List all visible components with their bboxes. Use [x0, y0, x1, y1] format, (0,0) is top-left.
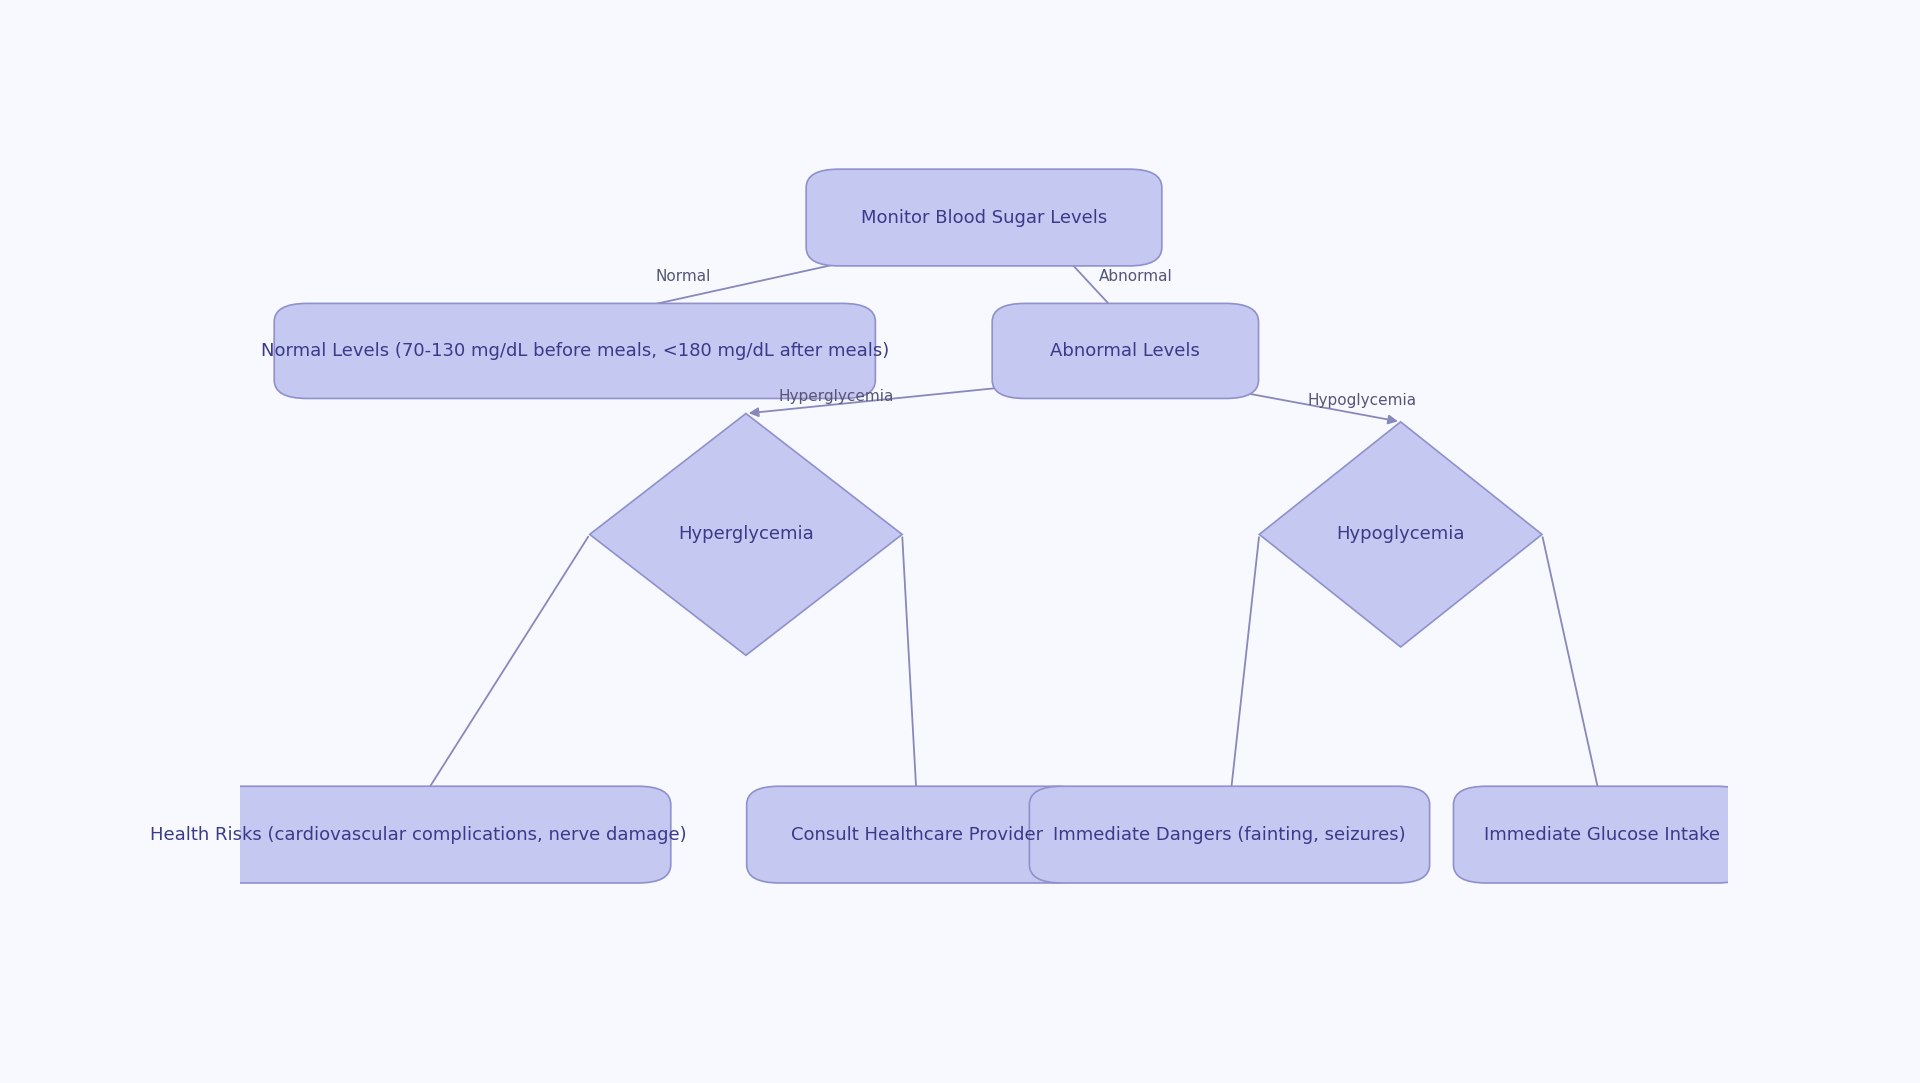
- Text: Abnormal: Abnormal: [1098, 269, 1173, 284]
- Text: Health Risks (cardiovascular complications, nerve damage): Health Risks (cardiovascular complicatio…: [150, 825, 687, 844]
- FancyBboxPatch shape: [1029, 786, 1430, 883]
- FancyBboxPatch shape: [747, 786, 1087, 883]
- Text: Immediate Dangers (fainting, seizures): Immediate Dangers (fainting, seizures): [1054, 825, 1405, 844]
- FancyBboxPatch shape: [275, 303, 876, 399]
- Text: Immediate Glucose Intake: Immediate Glucose Intake: [1484, 825, 1720, 844]
- Text: Normal: Normal: [657, 269, 710, 284]
- FancyBboxPatch shape: [167, 786, 670, 883]
- Text: Hyperglycemia: Hyperglycemia: [678, 525, 814, 544]
- Polygon shape: [589, 414, 902, 655]
- FancyBboxPatch shape: [1453, 786, 1749, 883]
- FancyBboxPatch shape: [806, 169, 1162, 266]
- Text: Normal Levels (70-130 mg/dL before meals, <180 mg/dL after meals): Normal Levels (70-130 mg/dL before meals…: [261, 342, 889, 360]
- Text: Hypoglycemia: Hypoglycemia: [1336, 525, 1465, 544]
- Text: Hypoglycemia: Hypoglycemia: [1308, 393, 1417, 408]
- Text: Abnormal Levels: Abnormal Levels: [1050, 342, 1200, 360]
- Polygon shape: [1260, 421, 1542, 647]
- FancyBboxPatch shape: [993, 303, 1258, 399]
- Text: Monitor Blood Sugar Levels: Monitor Blood Sugar Levels: [860, 209, 1108, 226]
- Text: Hyperglycemia: Hyperglycemia: [778, 389, 895, 404]
- Text: Consult Healthcare Provider: Consult Healthcare Provider: [791, 825, 1043, 844]
